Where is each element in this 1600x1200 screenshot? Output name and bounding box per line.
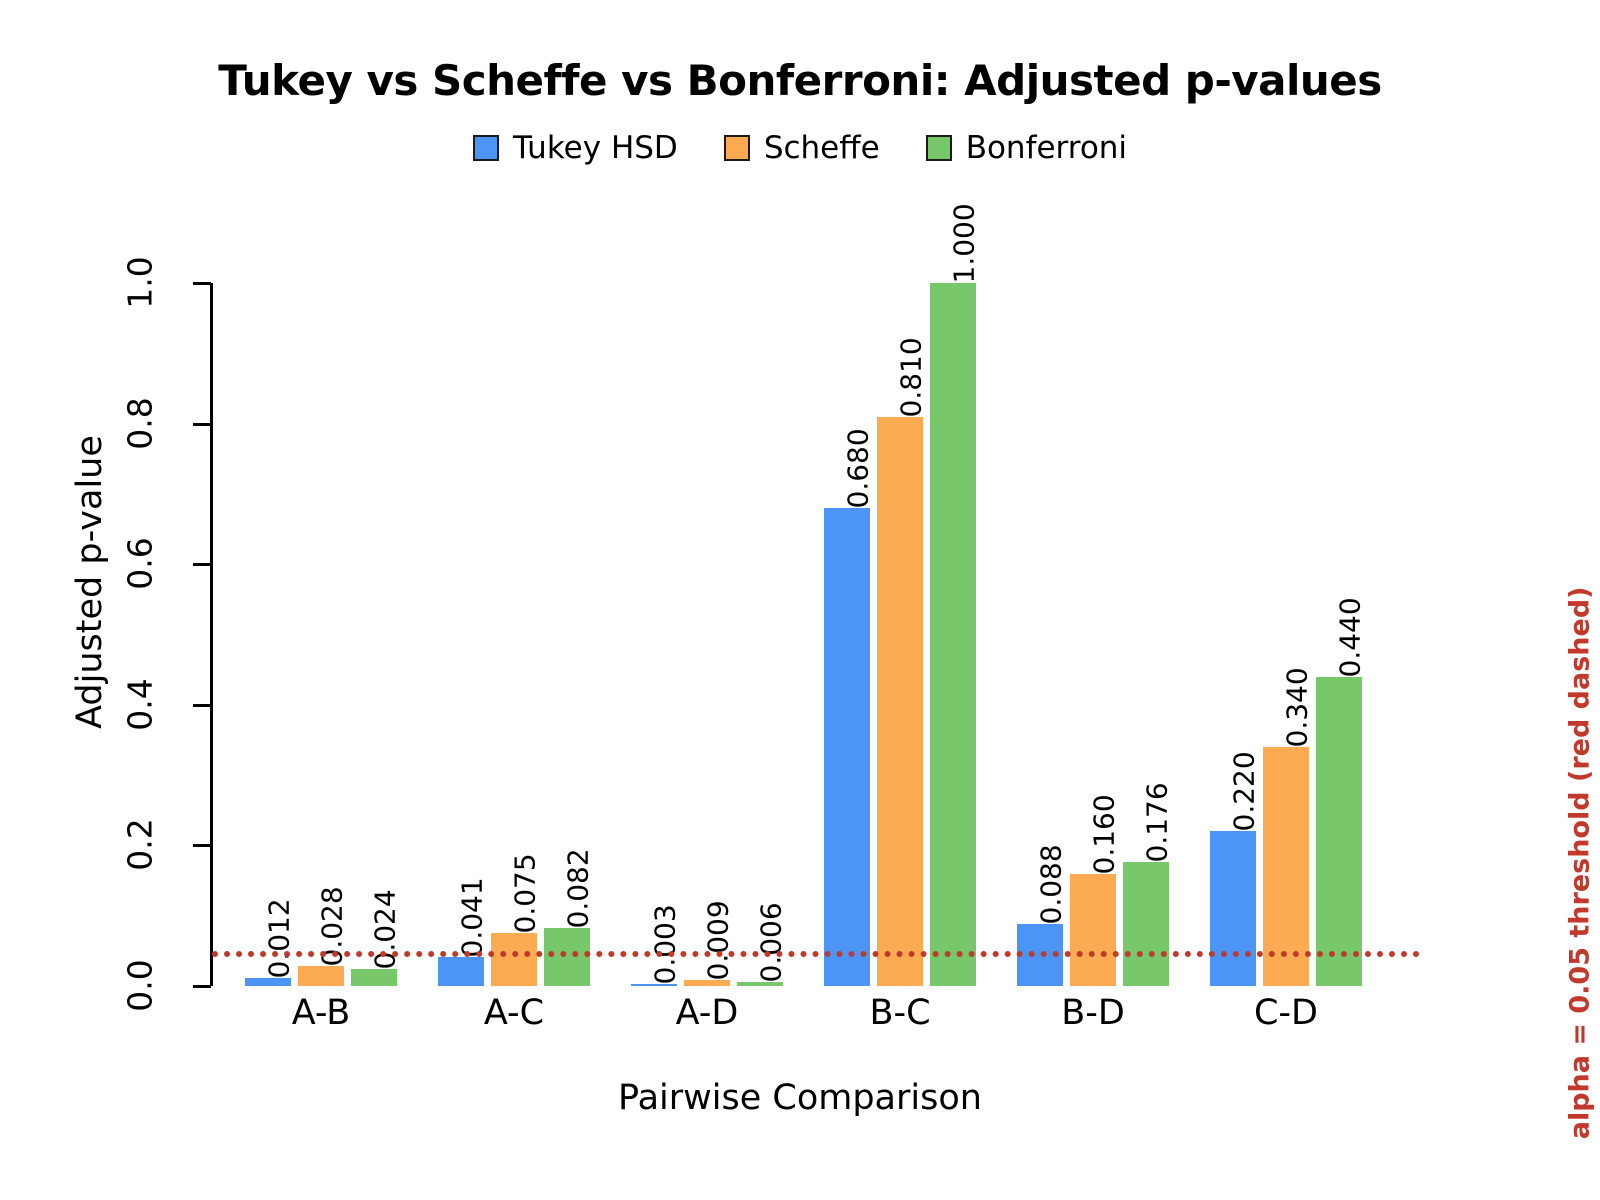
bar — [1070, 873, 1116, 986]
bar-value-label: 0.003 — [648, 904, 682, 985]
bar-value-label: 0.082 — [561, 848, 595, 929]
x-axis-group-label: C-D — [1253, 993, 1319, 1033]
bar-value-label: 0.680 — [841, 428, 875, 509]
x-axis-group-label: A-C — [483, 993, 545, 1033]
legend-label-scheffe: Scheffe — [763, 130, 880, 166]
y-axis-tick — [193, 422, 211, 426]
x-axis-group-label: A-D — [675, 993, 739, 1033]
y-axis-spine — [210, 283, 213, 986]
y-axis-tick — [193, 563, 211, 567]
y-axis-tick — [193, 703, 211, 707]
legend-item-bonferroni: Bonferroni — [925, 130, 1128, 166]
legend-item-tukey: Tukey HSD — [472, 130, 678, 166]
bar — [438, 957, 484, 986]
bar — [1123, 862, 1169, 986]
bar — [737, 981, 783, 986]
x-axis-group-label: B-C — [869, 993, 931, 1033]
bar-value-label: 0.440 — [1333, 597, 1367, 678]
x-axis-group-label: A-B — [291, 993, 351, 1033]
y-axis-tick — [193, 282, 211, 285]
alpha-threshold-annotation: alpha = 0.05 threshold (red dashed) — [1564, 586, 1596, 1140]
bar-value-label: 0.024 — [368, 889, 402, 970]
bar-value-label: 1.000 — [947, 203, 981, 284]
bar — [824, 507, 870, 986]
x-axis-title: Pairwise Comparison — [618, 1078, 982, 1118]
page-title: Tukey vs Scheffe vs Bonferroni: Adjusted… — [218, 56, 1382, 105]
legend-swatch-tukey — [472, 135, 499, 161]
legend-swatch-bonferroni — [925, 135, 952, 161]
legend-item-scheffe: Scheffe — [723, 130, 880, 166]
bar-value-label: 0.340 — [1280, 667, 1314, 748]
bar — [491, 933, 537, 986]
bar — [631, 983, 677, 986]
bar — [351, 969, 397, 986]
bar-value-label: 0.810 — [894, 336, 928, 418]
x-axis-group-label: B-D — [1061, 993, 1125, 1033]
legend: Tukey HSD Scheffe Bonferroni — [0, 130, 1600, 166]
bar-value-label: 0.088 — [1034, 844, 1068, 925]
bar — [877, 416, 923, 986]
legend-label-bonferroni: Bonferroni — [965, 130, 1128, 166]
bar — [1263, 746, 1309, 986]
bar-value-label: 0.176 — [1140, 782, 1174, 863]
bar-value-label: 0.160 — [1087, 793, 1121, 875]
bar — [684, 979, 730, 986]
alpha-threshold-line — [212, 950, 1420, 957]
bar — [1316, 676, 1362, 986]
bar-value-label: 0.220 — [1227, 751, 1261, 832]
bar-value-label: 0.075 — [508, 853, 542, 934]
bar-value-label: 0.041 — [455, 877, 489, 958]
bar — [544, 928, 590, 986]
bar-value-label: 0.009 — [701, 900, 735, 981]
bar — [245, 977, 291, 986]
legend-swatch-scheffe — [723, 135, 750, 161]
bar — [930, 283, 976, 986]
y-axis-tick — [193, 985, 211, 988]
y-axis-tick — [193, 844, 211, 848]
bar — [1210, 831, 1256, 986]
bar — [298, 966, 344, 986]
legend-label-tukey: Tukey HSD — [512, 130, 678, 166]
bar-value-label: 0.012 — [262, 897, 296, 979]
bar-value-label: 0.006 — [754, 902, 788, 983]
